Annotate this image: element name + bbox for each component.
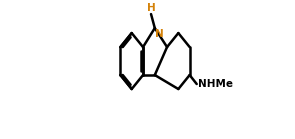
Text: NHMe: NHMe <box>198 79 233 89</box>
Text: N: N <box>155 29 164 39</box>
Text: H: H <box>147 3 155 13</box>
